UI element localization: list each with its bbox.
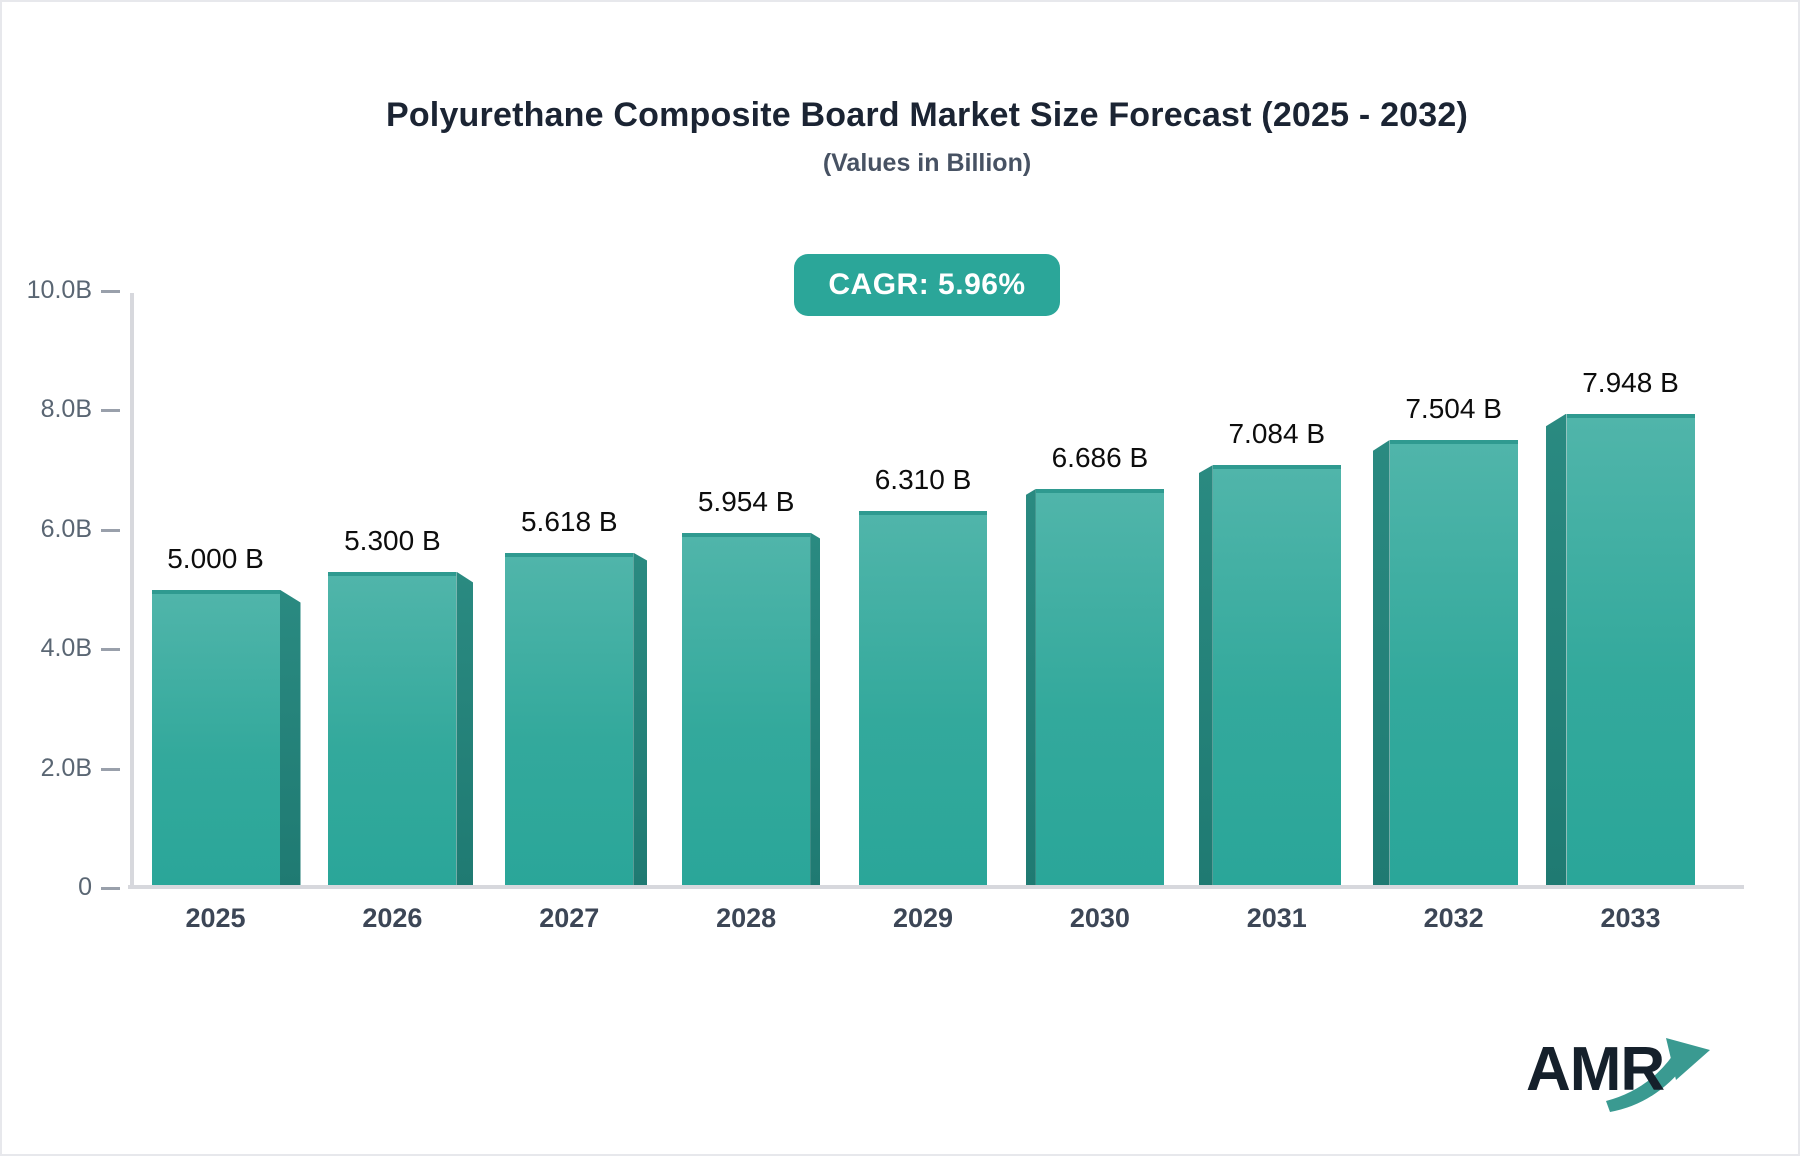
- x-axis-label: 2033: [1600, 903, 1661, 933]
- y-axis-label: 0: [78, 873, 92, 901]
- bar-value-label: 7.504 B: [1405, 393, 1502, 424]
- bar-value-label: 7.948 B: [1582, 366, 1679, 398]
- y-axis-label: 4.0B: [40, 634, 92, 663]
- x-axis-label: 2030: [1069, 903, 1130, 933]
- chart-subtitle: (Values in Billion): [822, 149, 1032, 177]
- bar: [1035, 488, 1164, 888]
- bar-side-face: [1198, 465, 1213, 888]
- bar-value-label: 5.300 B: [344, 524, 441, 556]
- growth-arrow-icon: [1606, 1038, 1710, 1112]
- bar-value-label: 6.310 B: [874, 464, 972, 496]
- y-axis-tick: [101, 409, 120, 413]
- bar-side-face: [279, 589, 301, 888]
- x-axis-baseline: [128, 885, 1744, 889]
- bar: [1212, 465, 1341, 888]
- y-axis-label: 8.0B: [40, 395, 92, 424]
- bar-side-face: [456, 571, 474, 888]
- bar-side-face: [810, 532, 821, 888]
- bar: [328, 571, 457, 888]
- bar: [505, 552, 634, 888]
- y-axis-label: 2.0B: [40, 753, 92, 782]
- bar-value-label: 5.000 B: [167, 542, 264, 574]
- bar-value-label: 5.618 B: [520, 505, 618, 537]
- chart-title: Polyurethane Composite Board Market Size…: [385, 96, 1469, 134]
- amr-logo-text: AMR: [1526, 1035, 1665, 1104]
- x-axis-label: 2029: [892, 903, 954, 933]
- x-axis-label: 2025: [185, 903, 246, 933]
- y-axis-line: [130, 293, 134, 889]
- bar-side-face: [1372, 440, 1390, 888]
- bar-value-label: 7.084 B: [1228, 418, 1326, 450]
- x-axis-label: 2028: [716, 903, 777, 933]
- x-axis-label: 2032: [1423, 903, 1484, 933]
- y-axis-tick: [101, 528, 120, 532]
- y-axis-label: 6.0B: [40, 514, 92, 543]
- bar-side-face: [1025, 488, 1036, 888]
- bar-value-label: 6.686 B: [1051, 441, 1149, 473]
- x-axis-label: 2026: [362, 903, 423, 933]
- amr-logo: AMR: [1512, 1030, 1772, 1130]
- bar-side-face: [1545, 413, 1567, 888]
- cagr-badge-row: CAGR: 5.96%: [2, 254, 1798, 316]
- bar: [1389, 440, 1518, 888]
- bar-side-face: [633, 552, 648, 888]
- bar-value-label: 5.954 B: [697, 485, 795, 517]
- y-axis-tick: [101, 648, 120, 652]
- bar: [151, 589, 280, 888]
- bar: [1566, 413, 1695, 888]
- y-axis-tick: [101, 290, 120, 293]
- y-axis-label: 10.0B: [26, 276, 92, 304]
- cagr-badge: CAGR: 5.96%: [794, 254, 1060, 316]
- x-axis-label: 2027: [539, 903, 600, 933]
- y-axis-tick: [101, 767, 120, 771]
- x-axis-label: 2031: [1246, 903, 1307, 933]
- y-axis-tick: [101, 887, 120, 890]
- bar: [682, 532, 811, 888]
- bar: [859, 511, 987, 888]
